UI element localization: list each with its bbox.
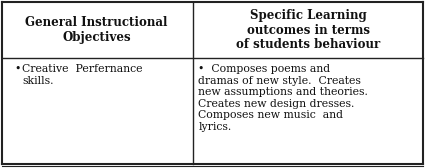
Text: General Instructional
Objectives: General Instructional Objectives bbox=[26, 16, 168, 44]
Text: Specific Learning
outcomes in terms
of students behaviour: Specific Learning outcomes in terms of s… bbox=[236, 9, 380, 52]
Text: •  Composes poems and
dramas of new style.  Creates
new assumptions and theories: • Composes poems and dramas of new style… bbox=[198, 64, 368, 132]
Text: •: • bbox=[14, 64, 20, 74]
Text: Creative  Perfernance
skills.: Creative Perfernance skills. bbox=[22, 64, 142, 86]
